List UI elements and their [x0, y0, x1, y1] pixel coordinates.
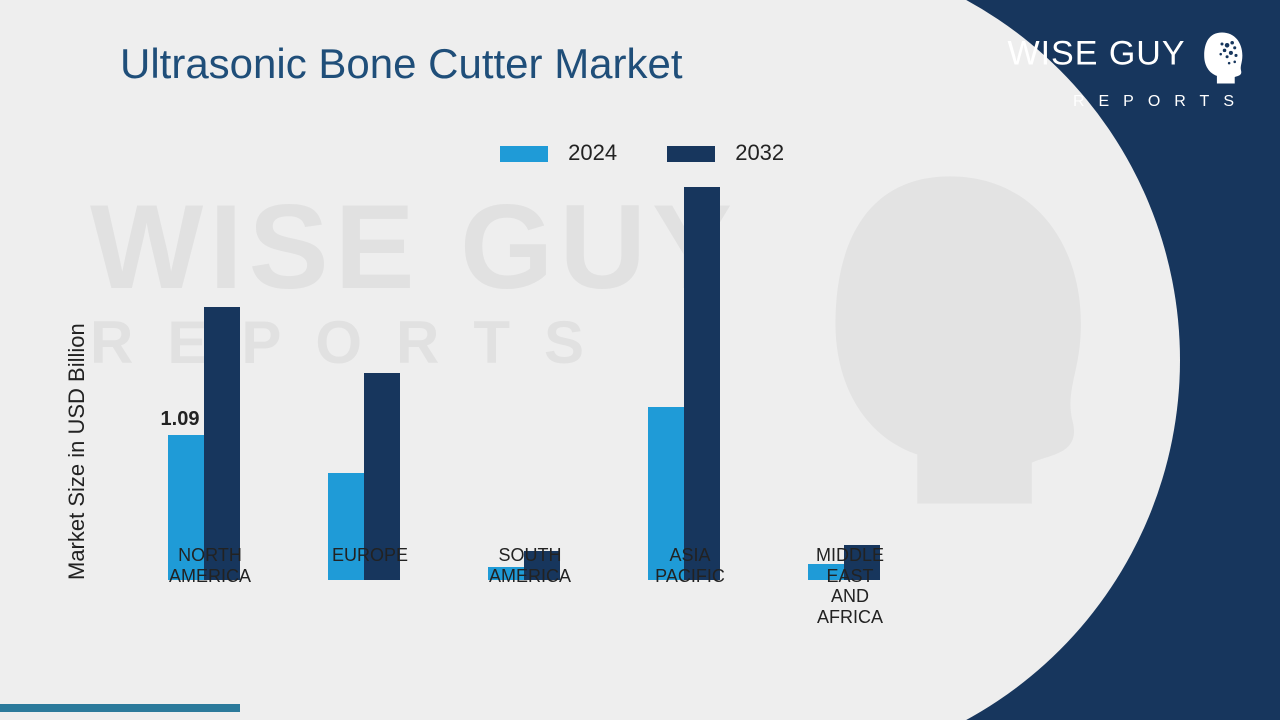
- bar-2032: [684, 187, 720, 580]
- legend-label-2024: 2024: [568, 140, 617, 165]
- accent-bar: [0, 704, 240, 712]
- legend-item-2032: 2032: [667, 140, 784, 166]
- x-axis-label: NORTHAMERICA: [150, 545, 270, 586]
- stage: WISE GUY REPORTS WISE GUY REPORTS Ultras…: [0, 0, 1280, 720]
- chart-title: Ultrasonic Bone Cutter Market: [120, 40, 683, 88]
- plot-region: 1.09: [150, 180, 950, 580]
- y-tick-label: 1.09: [161, 408, 200, 431]
- bar-2032: [204, 307, 240, 580]
- x-axis-label: SOUTHAMERICA: [470, 545, 590, 586]
- chart-area: Market Size in USD Billion 2024 2032 1.0…: [60, 140, 960, 680]
- y-axis-label: Market Size in USD Billion: [64, 323, 90, 580]
- legend-label-2032: 2032: [735, 140, 784, 165]
- legend: 2024 2032: [500, 140, 784, 166]
- brand-logo: WISE GUY REPORTS: [1008, 30, 1248, 111]
- legend-swatch-2024: [500, 146, 548, 162]
- legend-swatch-2032: [667, 146, 715, 162]
- x-axis-label: EUROPE: [310, 545, 430, 566]
- x-axis-label: MIDDLEEASTANDAFRICA: [790, 545, 910, 628]
- brand-line1: WISE GUY: [1008, 35, 1186, 73]
- x-axis-label: ASIAPACIFIC: [630, 545, 750, 586]
- legend-item-2024: 2024: [500, 140, 617, 166]
- brand-head-icon: [1196, 30, 1248, 91]
- brand-line2: REPORTS: [1008, 93, 1248, 111]
